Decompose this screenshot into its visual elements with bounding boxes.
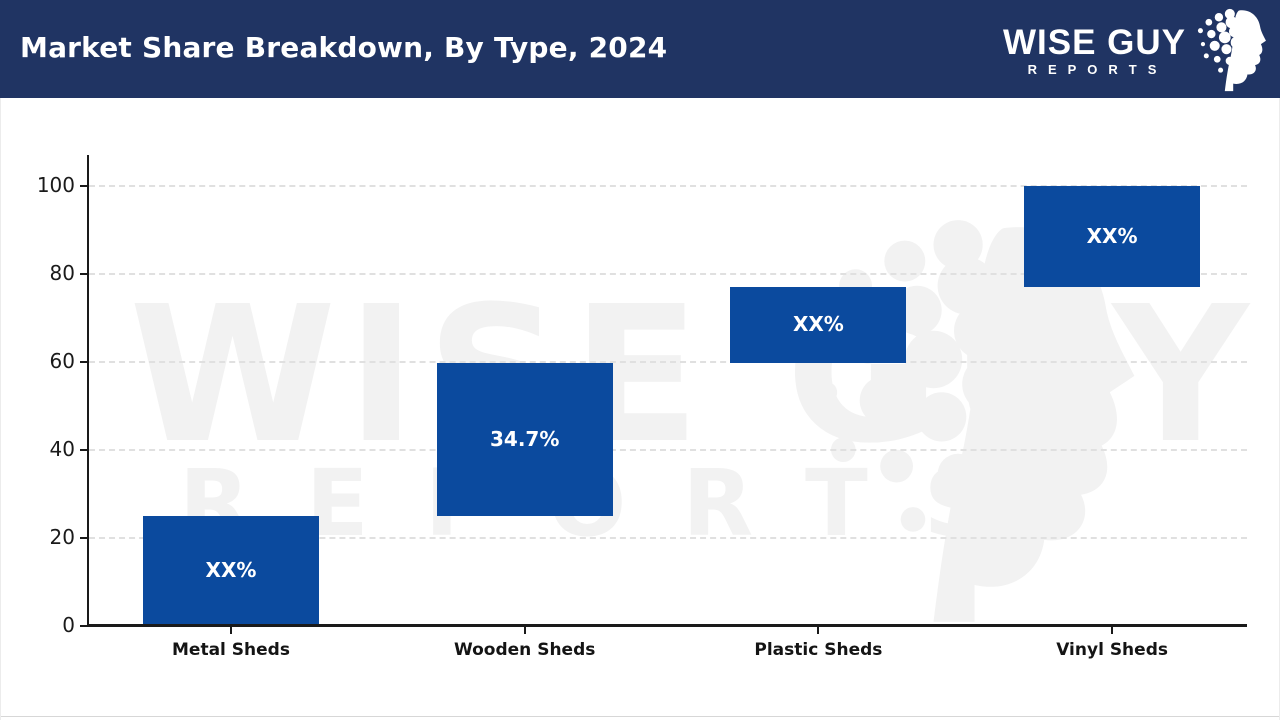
logo-name: WISE GUY xyxy=(1002,22,1186,62)
y-tick-label: 100 xyxy=(36,173,75,197)
bar-value-label: XX% xyxy=(1086,223,1138,248)
x-tick xyxy=(817,627,820,634)
y-tick-label: 20 xyxy=(49,525,75,549)
y-axis-line xyxy=(87,155,89,626)
x-axis-label: Plastic Sheds xyxy=(754,640,883,660)
chart-title: Market Share Breakdown, By Type, 2024 xyxy=(20,31,668,65)
y-gridline xyxy=(89,185,1247,187)
y-tick-label: 80 xyxy=(49,261,75,285)
header-bar: Market Share Breakdown, By Type, 2024 WI… xyxy=(0,0,1280,98)
wiseguy-head-icon xyxy=(1190,8,1268,92)
y-tick-label: 60 xyxy=(49,349,75,373)
bar-value-label: 34.7% xyxy=(489,426,560,451)
x-tick xyxy=(523,627,526,634)
y-gridline xyxy=(89,361,1247,363)
y-gridline xyxy=(89,537,1247,539)
x-axis-label: Wooden Sheds xyxy=(453,640,596,660)
y-tick xyxy=(80,625,87,627)
bar-value-label: XX% xyxy=(205,558,257,582)
y-tick-label: 40 xyxy=(49,437,75,461)
x-axis-label: Vinyl Sheds xyxy=(1056,640,1168,660)
wiseguy-logo-text: WISE GUY REPORTS xyxy=(1003,25,1186,76)
x-tick xyxy=(1111,627,1114,634)
y-tick xyxy=(80,361,87,363)
y-tick-label: 0 xyxy=(62,613,75,637)
bar xyxy=(436,363,613,516)
bar-value-label: XX% xyxy=(792,312,844,337)
wiseguy-logo: WISE GUY REPORTS xyxy=(1003,8,1268,92)
bar xyxy=(143,516,319,626)
chart-canvas: WISE GUY REPORTS XX%34.7%XX%XX%020406080… xyxy=(0,98,1280,720)
y-tick xyxy=(80,537,87,539)
y-tick xyxy=(80,449,87,451)
y-tick xyxy=(80,273,87,275)
x-axis-line xyxy=(87,624,1247,627)
x-tick xyxy=(230,627,232,634)
bar xyxy=(1024,186,1201,288)
y-tick xyxy=(80,185,87,187)
y-gridline xyxy=(89,449,1247,451)
logo-tagline: REPORTS xyxy=(1027,61,1168,77)
bar xyxy=(730,287,907,364)
x-axis-label: Metal Sheds xyxy=(172,640,290,660)
bottom-frame-line xyxy=(1,716,1279,717)
y-gridline xyxy=(89,273,1247,275)
